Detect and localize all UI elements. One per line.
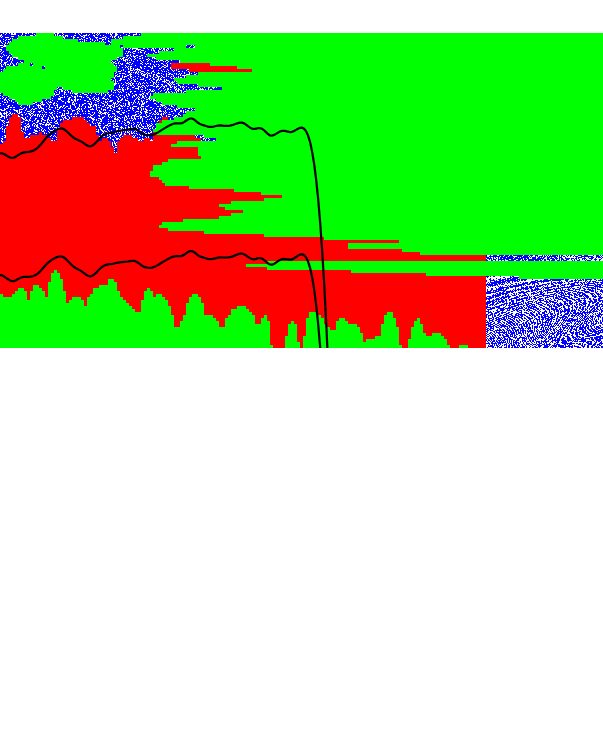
globe-panel bbox=[0, 360, 603, 745]
map-panel bbox=[0, 0, 603, 370]
globe-contour-canvas bbox=[0, 360, 603, 745]
map-contour-canvas bbox=[0, 0, 603, 370]
